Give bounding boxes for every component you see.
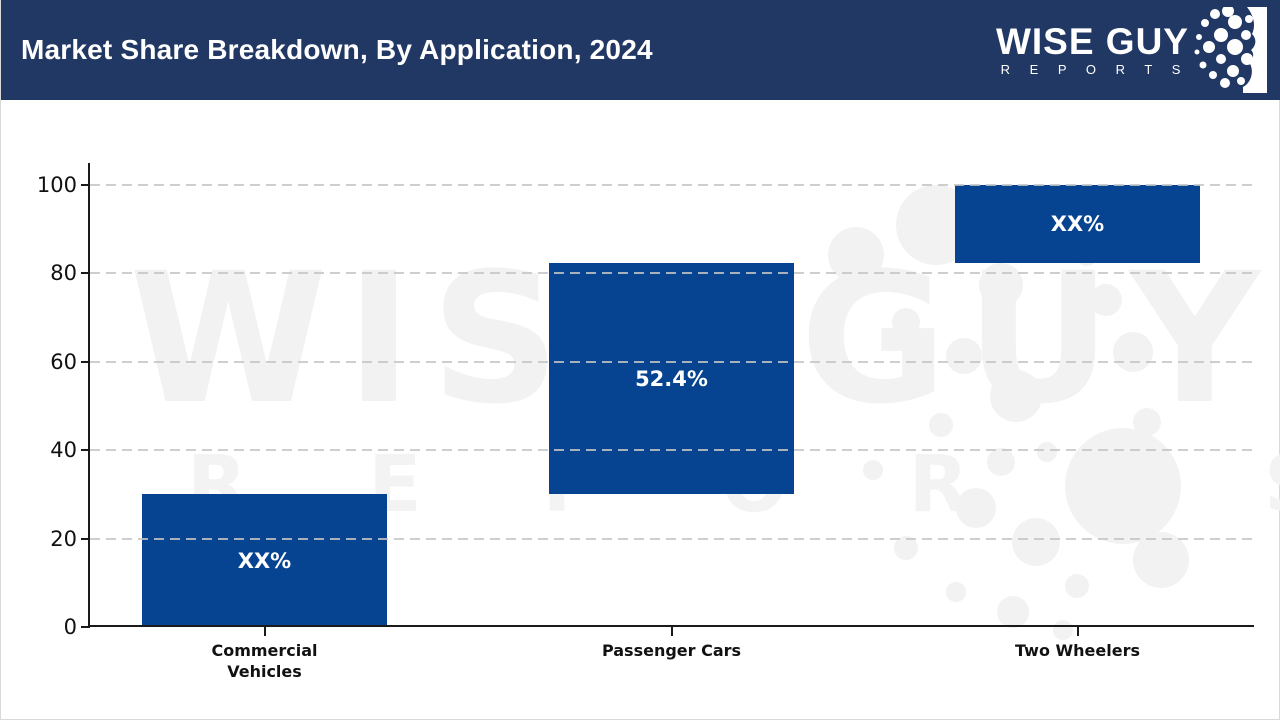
y-tick-label-20: 20	[50, 526, 77, 551]
brand-logo-head-icon	[1194, 7, 1267, 93]
gridline-y-40	[90, 449, 1254, 452]
y-tick-label-80: 80	[50, 261, 77, 286]
gridline-y-80	[90, 272, 1254, 275]
bar-value-label-1: XX%	[237, 548, 292, 573]
y-tick-mark-60	[81, 360, 89, 363]
y-tick-label-60: 60	[50, 349, 77, 374]
bar-segment-3	[955, 185, 1200, 263]
y-tick-mark-20	[81, 537, 89, 540]
bar-value-label-3: XX%	[1050, 211, 1105, 236]
gridline-y-20	[90, 537, 1254, 540]
category-label-3: Two Wheelers	[1015, 641, 1140, 660]
gridline-y-60	[90, 360, 1254, 363]
brand-logo: WISE GUY R E P O R T S	[996, 7, 1267, 93]
y-tick-label-40: 40	[50, 438, 77, 463]
bar-segment-2	[549, 262, 794, 495]
y-tick-mark-80	[81, 272, 89, 275]
gridline-y-100	[90, 184, 1254, 186]
y-tick-mark-0	[81, 626, 89, 628]
page-title: Market Share Breakdown, By Application, …	[21, 34, 653, 65]
header-bar: Market Share Breakdown, By Application, …	[1, 0, 1280, 100]
x-tick-mark-1	[263, 627, 266, 636]
brand-logo-wordmark: WISE GUY	[995, 21, 1189, 62]
category-label-1: Commercial Vehicles	[211, 641, 318, 681]
y-axis-line	[88, 163, 90, 628]
y-tick-mark-100	[81, 184, 89, 186]
category-label-2: Passenger Cars	[601, 641, 742, 660]
bar-value-label-2: 52.4%	[635, 366, 708, 391]
y-tick-label-100: 100	[36, 173, 77, 197]
x-tick-mark-3	[1076, 627, 1079, 636]
x-tick-mark-2	[670, 627, 673, 636]
y-tick-label-0: 0	[63, 615, 77, 639]
x-axis-line	[88, 625, 1254, 627]
bar-segment-1	[142, 494, 387, 627]
brand-logo-text: WISE GUY R E P O R T S	[995, 21, 1189, 78]
brand-logo-subtitle: R E P O R T S	[1000, 62, 1189, 77]
y-tick-mark-40	[81, 449, 89, 452]
